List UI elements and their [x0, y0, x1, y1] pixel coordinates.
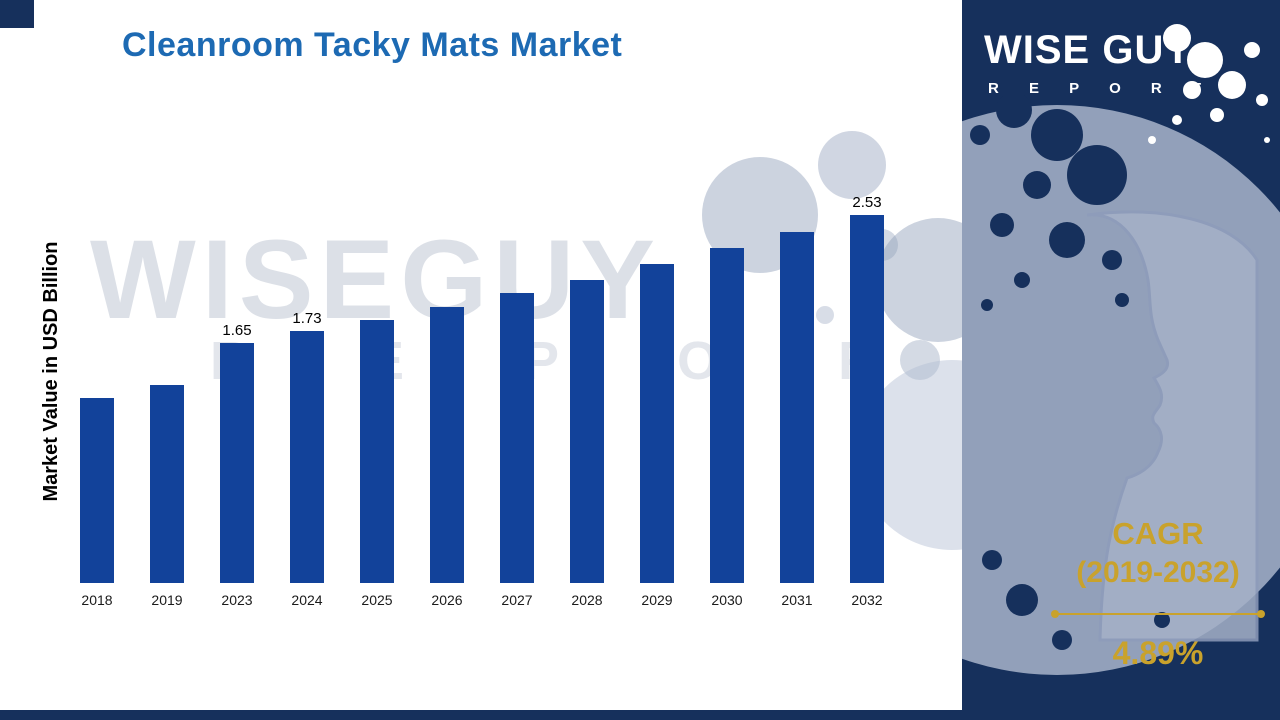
logo: WISE GUY R E P O R T S: [984, 28, 1254, 97]
face-profile-graphic: [962, 24, 1280, 675]
x-tick-label: 2032: [851, 592, 883, 608]
bar-column: 2028: [552, 150, 622, 608]
bar-value-label: 1.65: [222, 322, 252, 339]
bar-value-label: 1.73: [292, 310, 322, 327]
bar: [500, 293, 534, 583]
x-tick-label: 2031: [781, 592, 813, 608]
x-tick-label: 2024: [291, 592, 323, 608]
x-tick-label: 2025: [361, 592, 393, 608]
bar-column: 2025: [342, 150, 412, 608]
bar-column: 2018: [62, 150, 132, 608]
bottom-accent-bar: [0, 710, 1280, 720]
bar-column: 2031: [762, 150, 832, 608]
bar-column: 2029: [622, 150, 692, 608]
bar: [640, 264, 674, 583]
cagr-label: CAGR: [1112, 515, 1204, 551]
bar-column: 1.73 2024: [272, 150, 342, 608]
bar: [290, 331, 324, 583]
x-tick-label: 2030: [711, 592, 743, 608]
bar: [220, 343, 254, 583]
side-panel: WISE GUY R E P O R T S CAGR (2019-2032) …: [962, 0, 1280, 720]
x-tick-label: 2027: [501, 592, 533, 608]
x-tick-label: 2028: [571, 592, 603, 608]
bar-column: 2026: [412, 150, 482, 608]
bar: [150, 385, 184, 583]
plot: 2018 2019 1.65 2023 1.73 2024 2025 2026 2027 2028…: [62, 150, 902, 608]
corner-accent-block: [0, 0, 34, 28]
bar-value-label: 2.53: [852, 194, 882, 211]
cagr-value: 4.89%: [1112, 635, 1204, 671]
x-tick-label: 2023: [221, 592, 253, 608]
x-tick-label: 2026: [431, 592, 463, 608]
bar: [570, 280, 604, 583]
cagr-block: CAGR (2019-2032) 4.89%: [1048, 515, 1268, 672]
x-tick-label: 2029: [641, 592, 673, 608]
logo-wordmark: WISE GUY: [984, 28, 1193, 72]
bar: [710, 248, 744, 583]
bar: [850, 215, 884, 583]
bar-column: 2.53 2032: [832, 150, 902, 608]
cagr-divider-line: [1051, 610, 1265, 618]
logo-subtext: R E P O R T S: [988, 80, 1255, 97]
bar-column: 2030: [692, 150, 762, 608]
bar: [360, 320, 394, 583]
y-axis-label: Market Value in USD Billion: [40, 241, 62, 502]
x-tick-label: 2019: [151, 592, 183, 608]
x-tick-label: 2018: [81, 592, 113, 608]
page-title: Cleanroom Tacky Mats Market: [122, 26, 623, 64]
bar-column: 2027: [482, 150, 552, 608]
bar-column: 2019: [132, 150, 202, 608]
bar: [80, 398, 114, 583]
bar: [780, 232, 814, 583]
cagr-range: (2019-2032): [1076, 555, 1240, 589]
bar: [430, 307, 464, 583]
bar-column: 1.65 2023: [202, 150, 272, 608]
